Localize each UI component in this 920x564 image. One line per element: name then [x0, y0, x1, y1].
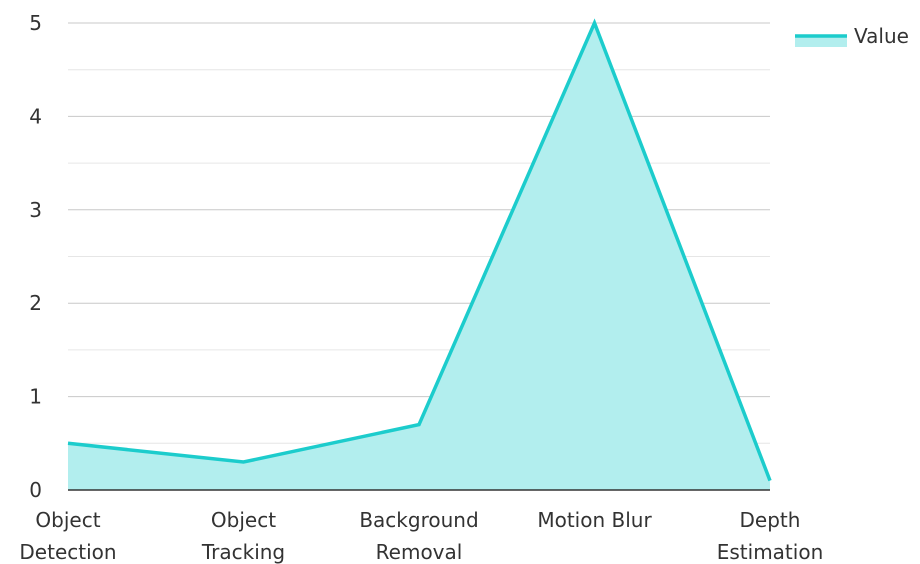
x-tick-label: Background Removal [359, 508, 478, 564]
y-tick-label: 3 [29, 198, 42, 222]
x-tick-label: Motion Blur [537, 508, 652, 532]
y-tick-label: 5 [29, 11, 42, 35]
y-tick-label: 2 [29, 291, 42, 315]
x-tick-label: Depth Estimation [717, 508, 824, 564]
y-tick-label: 1 [29, 385, 42, 409]
y-axis-ticks: 0 1 2 3 4 5 [29, 11, 42, 502]
grid-lines [68, 22, 770, 444]
y-tick-label: 0 [29, 478, 42, 502]
legend: Value [795, 24, 909, 48]
legend-swatch-fill [795, 36, 847, 47]
series-area [67, 18, 772, 490]
series-area-fill [68, 23, 770, 490]
x-tick-label: Object Tracking [201, 508, 285, 564]
legend-label-value: Value [854, 24, 909, 48]
x-tick-label: Object Detection [19, 508, 116, 564]
y-tick-label: 4 [29, 104, 42, 128]
x-axis-ticks: Object Detection Object Tracking Background R… [19, 508, 823, 564]
